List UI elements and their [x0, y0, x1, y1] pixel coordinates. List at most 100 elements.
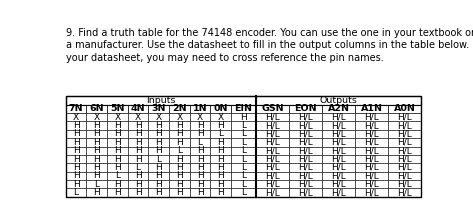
Bar — [355, 163, 388, 172]
Bar — [210, 155, 231, 163]
Bar — [289, 113, 322, 121]
Bar — [190, 138, 210, 147]
Text: H/L: H/L — [364, 188, 379, 197]
Text: H: H — [155, 138, 162, 147]
Text: H/L: H/L — [265, 113, 280, 122]
Text: 9. Find a truth table for the 74148 encoder. You can use the one in your textboo: 9. Find a truth table for the 74148 enco… — [66, 28, 473, 63]
Bar — [256, 172, 289, 180]
Text: H: H — [155, 180, 162, 189]
Text: 2N: 2N — [172, 104, 187, 113]
Bar — [388, 138, 421, 147]
Text: H: H — [155, 188, 162, 197]
Text: H: H — [93, 146, 100, 155]
Bar — [149, 172, 169, 180]
Bar — [149, 138, 169, 147]
Bar — [210, 113, 231, 121]
Text: H: H — [176, 121, 183, 130]
Bar — [231, 172, 256, 180]
Text: H/L: H/L — [364, 163, 379, 172]
Bar — [256, 96, 421, 105]
Bar — [87, 147, 107, 155]
Bar — [388, 188, 421, 197]
Bar — [210, 138, 231, 147]
Bar — [66, 113, 87, 121]
Text: H/L: H/L — [397, 121, 412, 130]
Text: Inputs: Inputs — [146, 96, 175, 105]
Bar — [289, 163, 322, 172]
Bar — [149, 163, 169, 172]
Bar — [388, 130, 421, 138]
Bar — [388, 155, 421, 163]
Bar — [322, 172, 355, 180]
Bar — [169, 155, 190, 163]
Text: L: L — [241, 171, 246, 180]
Text: H/L: H/L — [397, 163, 412, 172]
Text: H: H — [93, 138, 100, 147]
Text: H/L: H/L — [397, 130, 412, 138]
Text: L: L — [241, 146, 246, 155]
Text: H: H — [114, 138, 121, 147]
Bar — [66, 180, 87, 188]
Text: H: H — [73, 163, 79, 172]
Bar — [190, 113, 210, 121]
Bar — [128, 172, 149, 180]
Text: L: L — [241, 138, 246, 147]
Bar — [210, 180, 231, 188]
Bar — [355, 172, 388, 180]
Bar — [107, 172, 128, 180]
Bar — [388, 180, 421, 188]
Text: H: H — [114, 146, 121, 155]
Bar — [149, 147, 169, 155]
Bar — [169, 130, 190, 138]
Text: H: H — [135, 121, 141, 130]
Text: H: H — [197, 146, 203, 155]
Text: H/L: H/L — [397, 180, 412, 189]
Text: H/L: H/L — [298, 121, 313, 130]
Bar — [322, 188, 355, 197]
Text: H/L: H/L — [331, 180, 346, 189]
Bar — [107, 130, 128, 138]
Bar — [87, 121, 107, 130]
Text: H: H — [155, 163, 162, 172]
Text: 0N: 0N — [213, 104, 228, 113]
Text: X: X — [156, 113, 162, 122]
Bar — [128, 180, 149, 188]
Bar — [190, 105, 210, 113]
Bar — [322, 130, 355, 138]
Bar — [169, 147, 190, 155]
Text: H: H — [73, 171, 79, 180]
Bar — [87, 180, 107, 188]
Text: H/L: H/L — [331, 113, 346, 122]
Text: H/L: H/L — [331, 138, 346, 147]
Text: X: X — [94, 113, 100, 122]
Text: X: X — [135, 113, 141, 122]
Bar — [149, 155, 169, 163]
Bar — [107, 105, 128, 113]
Text: H: H — [197, 130, 203, 138]
Bar — [355, 180, 388, 188]
Bar — [107, 113, 128, 121]
Bar — [107, 138, 128, 147]
Bar — [169, 121, 190, 130]
Bar — [128, 147, 149, 155]
Text: H/L: H/L — [331, 188, 346, 197]
Bar — [210, 163, 231, 172]
Bar — [87, 172, 107, 180]
Bar — [231, 188, 256, 197]
Text: A0N: A0N — [394, 104, 416, 113]
Bar — [355, 121, 388, 130]
Bar — [322, 155, 355, 163]
Bar — [87, 138, 107, 147]
Text: H: H — [176, 180, 183, 189]
Text: L: L — [156, 155, 161, 164]
Bar — [87, 155, 107, 163]
Bar — [231, 105, 256, 113]
Bar — [169, 105, 190, 113]
Text: A1N: A1N — [361, 104, 383, 113]
Bar — [190, 180, 210, 188]
Bar — [322, 138, 355, 147]
Bar — [128, 105, 149, 113]
Bar — [256, 130, 289, 138]
Text: H/L: H/L — [331, 155, 346, 164]
Bar — [107, 163, 128, 172]
